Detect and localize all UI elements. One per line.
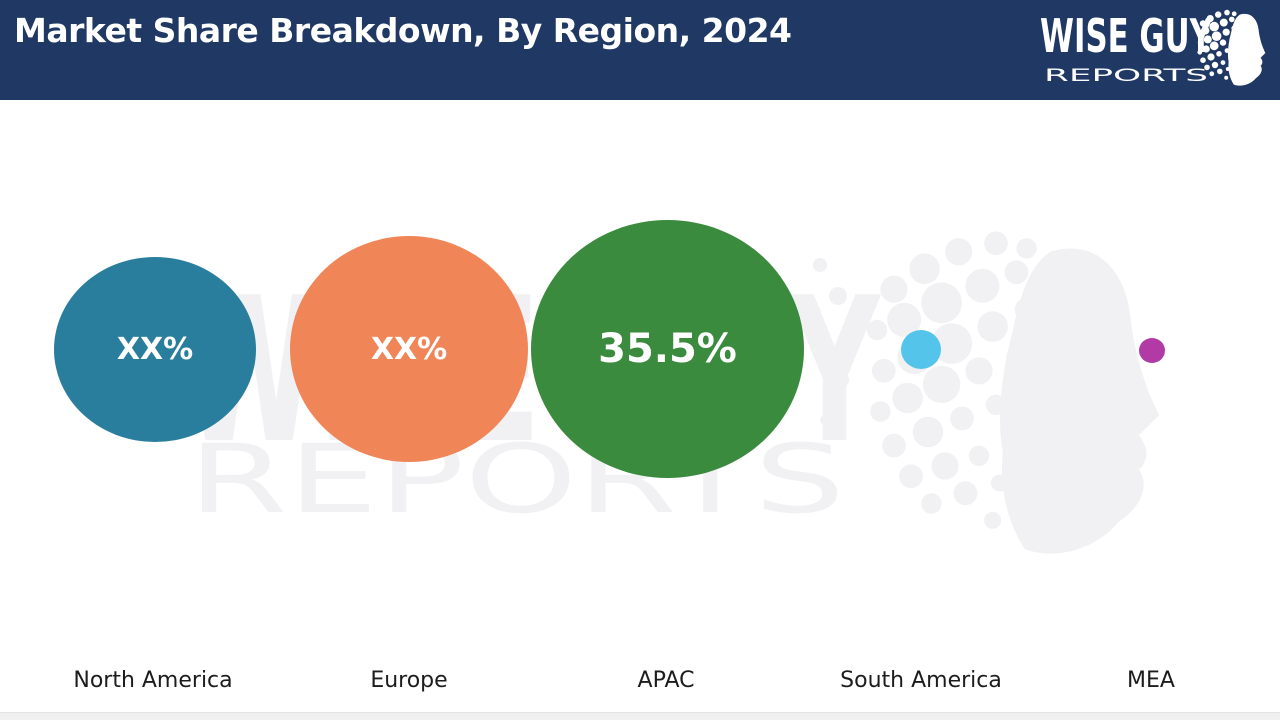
bottom-strip <box>0 712 1280 720</box>
chart-area: WISE GUY REPORTS XX% XX% 35.5% North Ame… <box>0 100 1280 720</box>
axis-label-north-america: North America <box>73 668 233 693</box>
bubble-apac: 35.5% <box>531 220 804 478</box>
page-title: Market Share Breakdown, By Region, 2024 <box>14 11 792 50</box>
bubble-south-america <box>901 330 941 369</box>
logo-wordmark: WISE GUY <box>1040 9 1212 63</box>
bubble-europe: XX% <box>290 236 528 462</box>
axis-label-apac: APAC <box>637 668 695 693</box>
wiseguy-logo: WISE GUY REPORTS <box>1040 9 1266 86</box>
bubble-value-north-america: XX% <box>116 332 194 367</box>
axis-label-south-america: South America <box>840 668 1002 693</box>
header-bar: Market Share Breakdown, By Region, 2024 … <box>0 0 1280 100</box>
bubble-mea <box>1139 338 1165 363</box>
axis-label-europe: Europe <box>370 668 448 693</box>
axis-label-mea: MEA <box>1127 668 1175 693</box>
bubble-value-apac: 35.5% <box>598 326 737 372</box>
bubble-value-europe: XX% <box>370 331 448 367</box>
watermark-head-icon <box>809 231 1160 554</box>
logo-reports-text: REPORTS <box>1044 66 1208 86</box>
bubble-north-america: XX% <box>54 257 256 442</box>
